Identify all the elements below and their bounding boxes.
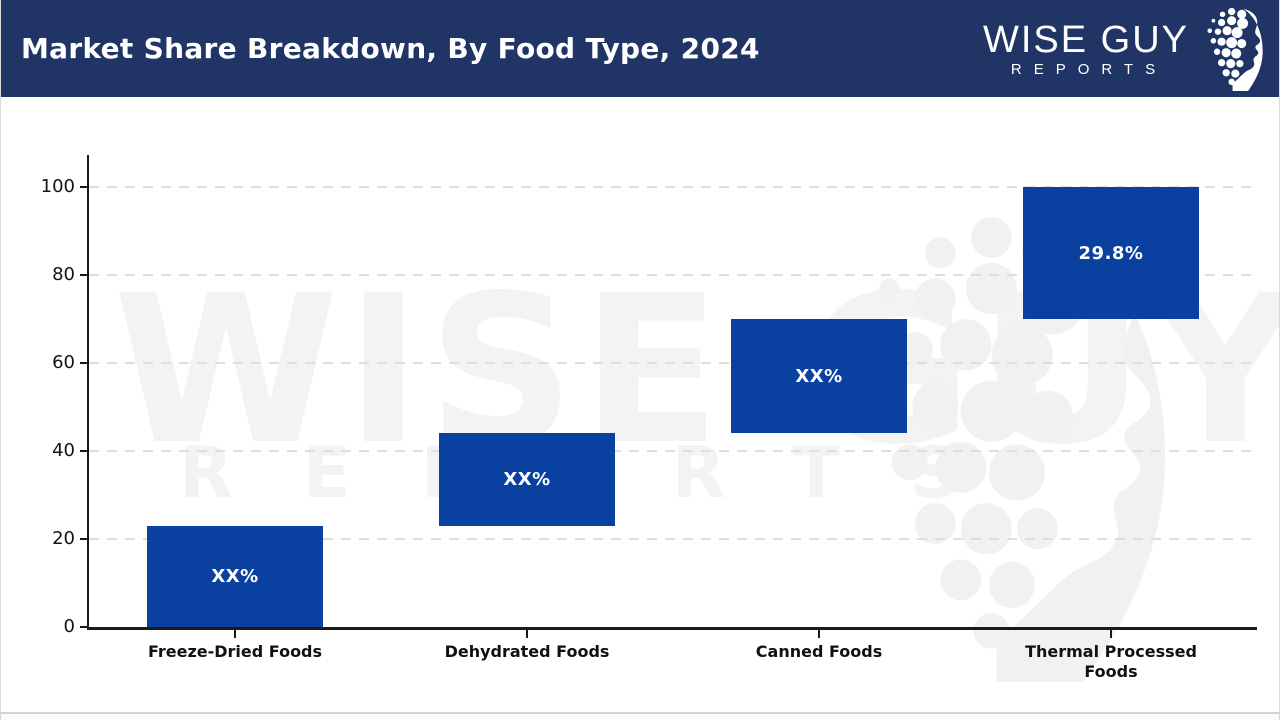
bar-4: 29.8% [1023, 187, 1199, 319]
x-tick-mark-3 [818, 630, 820, 638]
y-tick-label-20: 20 [52, 528, 75, 549]
x-axis-line [87, 627, 1257, 630]
bar-value-label-2: XX% [503, 469, 551, 491]
y-tick-mark-100 [80, 186, 89, 188]
y-tick-label-60: 60 [52, 352, 75, 373]
logo-wordmark: WISE GUY REPORTS [983, 20, 1189, 78]
y-axis-line [87, 155, 89, 629]
y-tick-label-80: 80 [52, 264, 75, 285]
bar-value-label-1: XX% [211, 565, 259, 587]
gridline-80 [89, 274, 1257, 276]
x-tick-mark-1 [234, 630, 236, 638]
x-category-label-3: Canned Foods [755, 642, 883, 661]
x-tick-mark-4 [1110, 630, 1112, 638]
logo-wordmark-line1: WISE GUY [982, 18, 1189, 61]
gridline-40 [89, 450, 1257, 452]
bar-3: XX% [731, 319, 907, 434]
x-category-label-1: Freeze-Dried Foods [147, 642, 323, 661]
watermark-face-icon [856, 217, 1166, 682]
gridline-20 [89, 538, 1257, 540]
bar-2: XX% [439, 433, 615, 526]
x-category-label-2: Dehydrated Foods [444, 642, 610, 661]
bar-value-label-4: 29.8% [1078, 242, 1144, 264]
y-tick-label-100: 100 [40, 176, 75, 197]
header: Market Share Breakdown, By Food Type, 20… [1, 0, 1279, 97]
gridline-100 [89, 186, 1257, 188]
y-tick-mark-0 [80, 626, 89, 628]
bar-value-label-3: XX% [795, 365, 843, 387]
y-tick-mark-80 [80, 274, 89, 276]
y-tick-mark-20 [80, 538, 89, 540]
x-category-label-4: Thermal Processed Foods [1025, 642, 1197, 681]
logo-wordmark-line2: REPORTS [1010, 60, 1168, 78]
chart-title: Market Share Breakdown, By Food Type, 20… [21, 32, 760, 65]
wise-guy-logo: WISE GUY REPORTS [983, 7, 1265, 91]
y-tick-label-0: 0 [63, 616, 75, 637]
y-tick-label-40: 40 [52, 440, 75, 461]
logo-face-icon [1207, 7, 1263, 91]
y-tick-mark-60 [80, 362, 89, 364]
bottom-border [1, 712, 1279, 720]
x-tick-mark-2 [526, 630, 528, 638]
y-tick-mark-40 [80, 450, 89, 452]
bar-1: XX% [147, 525, 323, 627]
gridline-60 [89, 362, 1257, 364]
